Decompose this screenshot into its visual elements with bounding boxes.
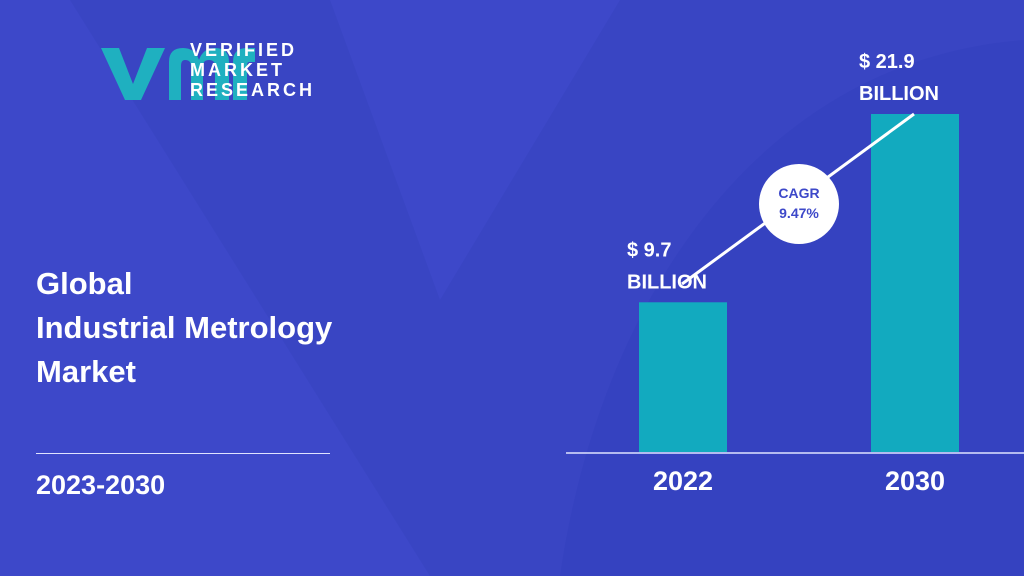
value-unit-label-2022: BILLION: [627, 271, 707, 293]
bar-2030: [871, 114, 959, 452]
value-label-2030: $ 21.9: [859, 51, 915, 73]
cagr-label: CAGR: [778, 185, 819, 201]
page-title: Global Industrial Metrology Market: [36, 262, 332, 394]
title-line-2: Industrial Metrology: [36, 310, 333, 345]
cagr-bubble: [759, 164, 839, 244]
category-label-2022: 2022: [653, 466, 713, 496]
title-line-1: Global: [36, 266, 133, 301]
category-label-2030: 2030: [885, 466, 945, 496]
brand-line-3: RESEARCH: [190, 80, 316, 100]
brand-line-2: MARKET: [190, 60, 285, 80]
title-divider: [36, 453, 330, 454]
cagr-value: 9.47%: [779, 205, 819, 221]
brand-line-1: VERIFIED: [190, 40, 298, 60]
forecast-period: 2023-2030: [36, 470, 166, 500]
brand-name: VERIFIED MARKET RESEARCH: [190, 40, 315, 100]
value-unit-label-2030: BILLION: [859, 83, 939, 105]
bar-2022: [639, 302, 727, 452]
title-line-3: Market: [36, 354, 136, 389]
value-label-2022: $ 9.7: [627, 239, 671, 261]
vmr-logo-icon: [101, 48, 255, 100]
